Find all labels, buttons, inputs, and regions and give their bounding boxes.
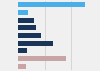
Bar <box>18 33 41 38</box>
Bar <box>18 41 53 46</box>
Bar <box>18 2 85 7</box>
Bar <box>18 64 26 69</box>
Bar <box>18 25 36 30</box>
Bar <box>18 18 34 23</box>
Bar <box>18 10 28 15</box>
Bar <box>18 56 66 61</box>
Bar <box>18 48 27 53</box>
